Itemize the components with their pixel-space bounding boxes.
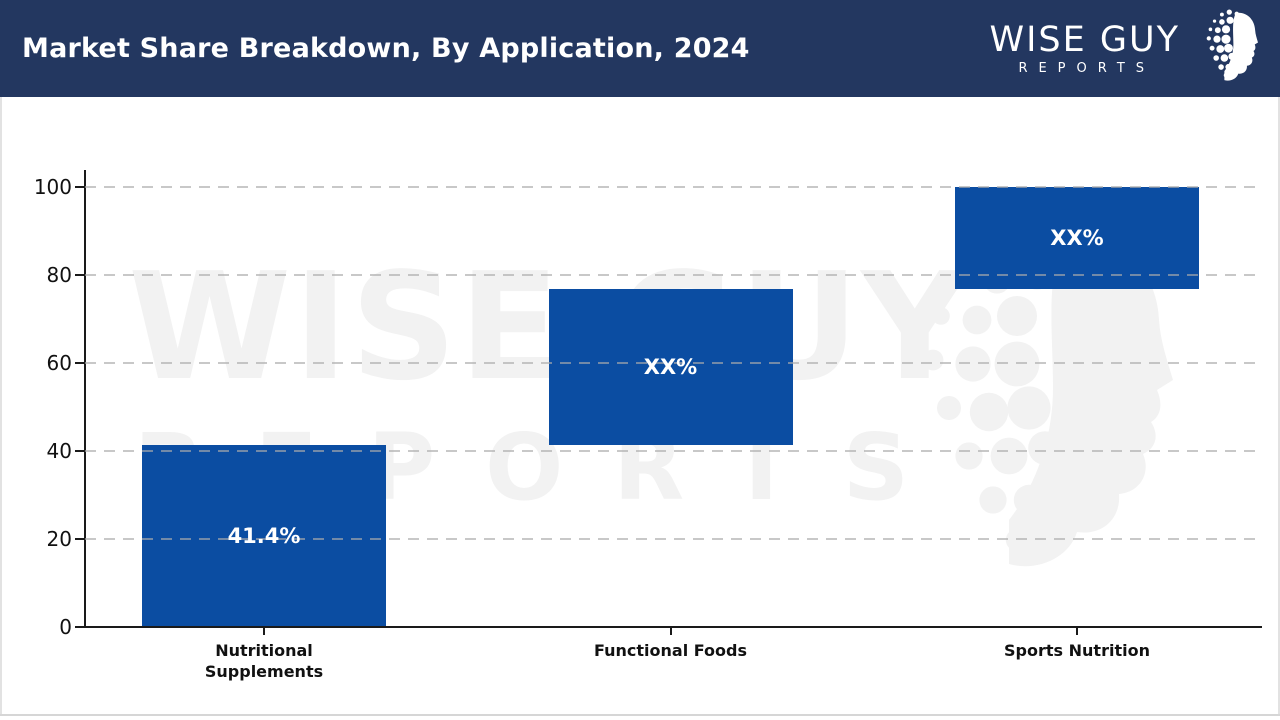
y-tick-label: 0: [59, 615, 72, 639]
logo-face-icon: [1206, 8, 1258, 81]
y-tick-label: 20: [46, 527, 72, 551]
y-tick-100: [75, 186, 84, 188]
page-border-bottom: [0, 714, 1280, 716]
bar-value-label: XX%: [643, 354, 698, 379]
logo-text: WISE GUY REPORTS: [989, 19, 1180, 76]
gridline-40: [85, 450, 1258, 452]
x-tick-0: [263, 627, 265, 635]
bar-value-label: 41.4%: [227, 523, 301, 548]
header: Market Share Breakdown, By Application, …: [0, 0, 1280, 97]
gridline-60: [85, 362, 1258, 364]
x-axis-label: Nutritional Supplements: [204, 641, 324, 681]
x-axis-label: Sports Nutrition: [1004, 641, 1150, 660]
y-tick-label: 100: [33, 175, 72, 199]
x-tick-2: [1076, 627, 1078, 635]
x-axis-line: [84, 626, 1262, 628]
gridline-100: [85, 186, 1258, 188]
logo-subtitle: REPORTS: [1018, 60, 1156, 76]
bar-2: [955, 187, 1199, 289]
x-tick-1: [669, 627, 672, 635]
bar-1: [548, 288, 793, 445]
page-border-right: [1278, 97, 1280, 715]
logo-wordmark: WISE GUY: [989, 19, 1180, 60]
page-title: Market Share Breakdown, By Application, …: [22, 33, 750, 64]
bar-0: [142, 444, 386, 627]
wise-guy-reports-logo: WISE GUY REPORTS: [989, 7, 1258, 91]
page-border-left: [0, 97, 2, 715]
y-tick-label: 60: [46, 351, 72, 375]
bar-value-label: XX%: [1050, 225, 1104, 250]
gridline-80: [85, 274, 1258, 276]
y-tick-label: 40: [46, 439, 72, 463]
y-tick-80: [75, 274, 84, 276]
x-axis-label: Functional Foods: [593, 641, 747, 660]
y-tick-60: [75, 362, 84, 364]
y-tick-40: [75, 450, 84, 452]
y-tick-label: 80: [46, 263, 72, 287]
gridline-20: [85, 538, 1258, 540]
y-axis-line: [84, 170, 86, 627]
y-tick-0: [75, 626, 84, 628]
y-tick-20: [75, 538, 84, 540]
